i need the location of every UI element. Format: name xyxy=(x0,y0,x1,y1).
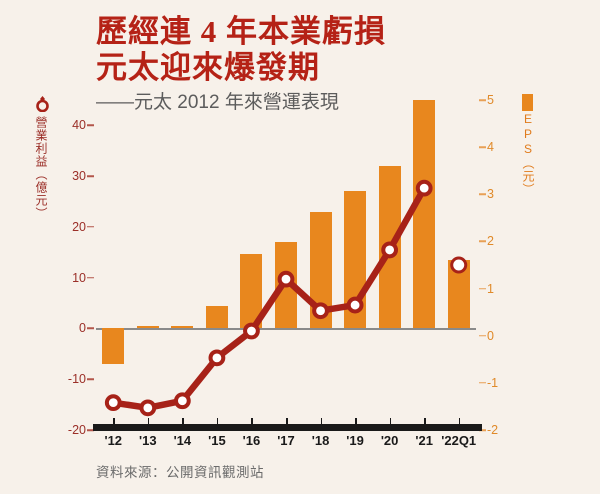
right-tick-label: -2 xyxy=(487,423,499,437)
left-tick-label: 40 xyxy=(72,118,86,133)
x-axis-bar xyxy=(93,424,482,431)
right-tick-mark xyxy=(479,287,486,290)
right-axis-title: EPS（元） xyxy=(521,112,535,196)
left-tick-label: -20 xyxy=(67,423,86,437)
bar xyxy=(447,259,470,329)
source-note: 資料來源：公開資訊觀測站 xyxy=(96,465,264,480)
left-tick-label: 30 xyxy=(72,169,86,184)
eps-line-series xyxy=(104,179,468,417)
eps-marker xyxy=(277,270,295,288)
left-tick-label: 0 xyxy=(79,321,86,336)
left-tick-mark xyxy=(87,429,94,431)
x-axis-label: '21 xyxy=(415,433,433,448)
left-tick-mark xyxy=(87,327,94,330)
right-tick-mark xyxy=(479,193,486,196)
title-line-2: 元太迎來爆發期 xyxy=(96,50,320,85)
title-line-1: 歷經連 4 年本業虧損 xyxy=(96,14,386,49)
left-tick-label: 20 xyxy=(72,219,86,234)
x-axis-label: '15 xyxy=(208,433,226,448)
left-tick-label: 10 xyxy=(72,270,86,285)
x-axis-label: '14 xyxy=(173,433,192,448)
x-tick-mark xyxy=(424,418,426,425)
x-axis-label: '12 xyxy=(104,433,123,448)
x-axis-label: '17 xyxy=(277,433,295,448)
x-axis-label: '19 xyxy=(346,433,364,448)
bar xyxy=(309,211,332,329)
right-tick-mark xyxy=(479,99,486,101)
x-tick-mark xyxy=(355,418,357,425)
left-tick-mark xyxy=(87,378,94,380)
right-tick-mark xyxy=(479,146,486,148)
eps-marker xyxy=(243,322,260,340)
x-tick-mark xyxy=(320,418,323,425)
x-axis-label: '20 xyxy=(380,433,399,448)
right-tick-mark xyxy=(479,382,486,384)
x-tick-mark xyxy=(216,418,219,425)
eps-marker xyxy=(346,296,364,314)
chart-subtitle: ——元太 2012 年來營運表現 xyxy=(96,92,339,113)
bar xyxy=(102,328,125,364)
left-axis-title: 營業利益（億元） xyxy=(34,116,48,220)
left-tick-mark xyxy=(87,226,94,228)
bar xyxy=(413,100,436,329)
x-axis-label: '18 xyxy=(311,433,330,448)
left-tick-mark xyxy=(87,124,94,127)
right-tick-label: 1 xyxy=(487,281,494,296)
x-tick-mark xyxy=(286,418,288,425)
eps-marker xyxy=(139,399,157,417)
right-tick-label: 5 xyxy=(487,93,494,107)
right-tick-mark xyxy=(479,240,486,243)
x-axis-label: '22Q1 xyxy=(441,433,477,448)
x-axis-label: '13 xyxy=(139,433,157,448)
right-tick-label: 3 xyxy=(487,187,494,202)
right-tick-mark xyxy=(479,429,486,431)
right-tick-mark xyxy=(479,334,486,337)
x-tick-mark xyxy=(113,418,115,425)
x-axis-ticks xyxy=(96,418,476,426)
x-axis-label: '16 xyxy=(242,433,261,448)
left-tick-mark xyxy=(87,276,94,279)
plot-area: 40 30 20 10 0 -10 -20 5 4 3 2 1 0 -1 -2 xyxy=(68,93,498,437)
bar xyxy=(205,305,228,329)
title-block: 歷經連 4 年本業虧損 元太迎來爆發期 ——元太 2012 年來營運表現 xyxy=(96,14,516,116)
eps-marker xyxy=(104,394,122,412)
right-tick-label: 4 xyxy=(487,140,494,155)
eps-marker xyxy=(450,256,468,274)
x-tick-mark xyxy=(147,418,150,425)
eps-marker xyxy=(312,302,329,320)
right-tick-label: -1 xyxy=(487,375,499,390)
eps-marker xyxy=(381,241,399,259)
bar xyxy=(136,325,159,329)
left-tick-label: -10 xyxy=(67,372,86,387)
right-tick-label: 2 xyxy=(487,234,494,249)
eps-line-path xyxy=(110,184,428,412)
eps-legend-swatch-icon xyxy=(522,94,533,111)
x-tick-mark xyxy=(182,418,184,425)
left-tick-mark xyxy=(87,175,94,177)
x-tick-mark xyxy=(389,418,392,425)
eps-marker xyxy=(415,179,433,197)
operating-profit-marker-icon xyxy=(36,96,49,112)
eps-marker xyxy=(173,392,191,410)
right-tick-label: 0 xyxy=(487,328,494,343)
zero-line xyxy=(96,328,476,330)
x-axis-labels: '12 '13 '14 '15 '16 '17 '18 '19 '20 '21 '22Q1 xyxy=(96,433,476,453)
bar xyxy=(240,253,263,329)
eps-marker xyxy=(208,349,226,367)
x-tick-mark xyxy=(458,418,461,425)
x-tick-mark xyxy=(251,418,253,425)
bar xyxy=(171,325,194,329)
